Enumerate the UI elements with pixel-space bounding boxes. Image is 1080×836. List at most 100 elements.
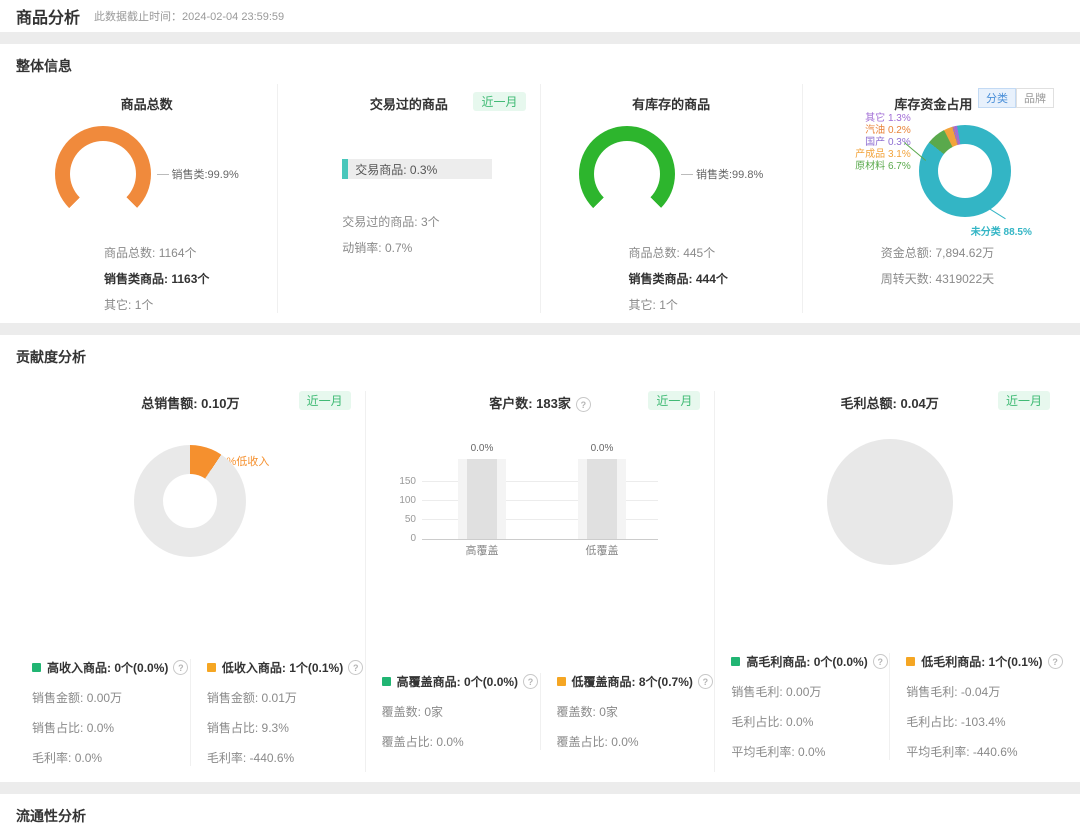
stat-column-high: 高毛利商品: 0个(0.0%) ? 销售毛利: 0.00万 毛利占比: 0.0%… xyxy=(715,653,889,760)
stat-column-header: 低收入商品: 1个(0.1%) ? xyxy=(206,659,365,676)
panel-title: 库存资金占用 xyxy=(894,97,973,112)
stat-row: 动销率: 0.7% xyxy=(342,241,413,255)
bar-value-label: 0.0% xyxy=(470,443,494,454)
bar-plot: 150 100 50 0 0.0% 高覆盖 0.0% 低覆盖 xyxy=(399,443,658,557)
traded-progress-bar: 交易商品: 0.3% xyxy=(342,159,493,179)
stat-row: 商品总数: 445个 xyxy=(628,246,716,260)
stat-row: 毛利率: 0.0% xyxy=(32,751,103,765)
panel-inventory-capital: 分类 品牌 库存资金占用 其它 1.3% 汽油 0.2% 国产 0.3% 产成品… xyxy=(801,84,1064,313)
stat-row: 其它: 1个 xyxy=(104,298,154,312)
y-tick: 0 xyxy=(410,533,416,544)
section-overall: 整体信息 商品总数 销售类:99.9% 商品总数: 1164个 销售类商品: 1… xyxy=(0,44,1080,323)
panel-title: 毛利总额: 0.04万 xyxy=(840,396,939,411)
help-icon[interactable]: ? xyxy=(872,654,888,669)
legend-square-icon xyxy=(206,663,216,672)
recent-month-badge: 近一月 xyxy=(998,391,1051,410)
donut-chart xyxy=(134,445,247,557)
donut-slice-label: 汽油 0.2% xyxy=(865,125,911,136)
stat-column-header: 高收入商品: 0个(0.0%) ? xyxy=(32,659,190,676)
recent-month-badge: 近一月 xyxy=(473,92,526,111)
panel-stocked-products: 有库存的商品 销售类:99.8% 商品总数: 445个 销售类商品: 444个 … xyxy=(539,84,802,313)
bar-fill xyxy=(467,459,497,539)
stat-row: 覆盖数: 0家 xyxy=(556,705,618,719)
stat-row: 覆盖数: 0家 xyxy=(381,705,444,719)
y-tick: 150 xyxy=(399,476,416,487)
help-icon[interactable]: ? xyxy=(697,674,713,689)
stat-row: 销售占比: 9.3% xyxy=(206,721,289,735)
donut-chart xyxy=(826,439,953,565)
help-icon[interactable]: ? xyxy=(173,660,189,675)
legend-square-icon xyxy=(556,677,566,686)
donut-slice-label: 产成品 3.1% xyxy=(855,149,911,160)
panel-title: 有库存的商品 xyxy=(632,97,711,112)
section-liquidity: 流通性分析 xyxy=(0,794,1080,836)
bar-low-coverage: 0.0% 低覆盖 xyxy=(578,443,626,557)
data-cutoff-label: 此数据截止时间： xyxy=(94,11,183,23)
stat-row: 交易过的商品: 3个 xyxy=(342,215,440,229)
stat-column-header: 高覆盖商品: 0个(0.0%) ? xyxy=(381,673,540,690)
profit-donut-chart xyxy=(715,439,1064,637)
donut-slice-labels: 其它 1.3% 汽油 0.2% 国产 0.3% 产成品 3.1% 原材料 6.7… xyxy=(805,113,911,173)
page-title: 商品分析 xyxy=(16,10,81,27)
section-contribution: 贡献度分析 总销售额: 0.10万 近一月 9.3%低收入 高收入商品: 0个(… xyxy=(0,335,1080,782)
stat-row: 毛利率: -440.6% xyxy=(206,751,295,765)
donut-slice-label: 未分类 88.5% xyxy=(970,227,1032,238)
stat-row: 平均毛利率: -440.6% xyxy=(906,745,1018,759)
stat-row: 平均毛利率: 0.0% xyxy=(731,745,826,759)
gridline xyxy=(422,500,658,501)
stat-list: 商品总数: 1164个 销售类商品: 1163个 其它: 1个 xyxy=(104,244,277,313)
tab-brand[interactable]: 品牌 xyxy=(1016,88,1054,108)
contribution-panels: 总销售额: 0.10万 近一月 9.3%低收入 高收入商品: 0个(0.0%) … xyxy=(16,391,1064,772)
panel-customers: 客户数: 183家? 近一月 150 100 50 0 0.0% 高覆盖 xyxy=(364,391,715,772)
overall-panels: 商品总数 销售类:99.9% 商品总数: 1164个 销售类商品: 1163个 … xyxy=(16,84,1064,313)
help-icon[interactable]: ? xyxy=(575,397,591,413)
section-contribution-title: 贡献度分析 xyxy=(16,349,86,365)
progress-fill xyxy=(342,159,349,179)
leader-line xyxy=(156,173,169,175)
stat-list: 资金总额: 7,894.62万 周转天数: 4319022天 xyxy=(881,244,1064,287)
panel-header: 毛利总额: 0.04万 近一月 xyxy=(715,391,1064,415)
gauge-chart-stocked: 销售类:99.8% xyxy=(541,113,802,235)
panel-title: 商品总数 xyxy=(120,97,173,112)
donut-chart xyxy=(918,125,1011,217)
recent-month-badge: 近一月 xyxy=(648,391,701,410)
stat-row: 销售占比: 0.0% xyxy=(32,721,115,735)
stat-row: 销售类商品: 1163个 xyxy=(104,272,210,286)
coverage-bar-chart: 150 100 50 0 0.0% 高覆盖 0.0% 低覆盖 xyxy=(366,443,715,657)
gauge-label: 销售类:99.8% xyxy=(681,166,763,182)
bar-fill xyxy=(587,459,617,539)
stat-row: 商品总数: 1164个 xyxy=(104,246,197,260)
donut-gauge xyxy=(579,126,675,222)
donut-slice-label: 其它 1.3% xyxy=(865,113,911,124)
stat-row: 毛利占比: 0.0% xyxy=(731,715,814,729)
panel-total-sales: 总销售额: 0.10万 近一月 9.3%低收入 高收入商品: 0个(0.0%) … xyxy=(16,391,365,772)
stat-column-low: 低覆盖商品: 8个(0.7%) ? 覆盖数: 0家 覆盖占比: 0.0% xyxy=(539,673,715,750)
panel-total-products: 商品总数 销售类:99.9% 商品总数: 1164个 销售类商品: 1163个 … xyxy=(16,84,277,313)
sales-donut-chart: 9.3%低收入 xyxy=(16,445,365,643)
leader-line xyxy=(681,173,693,175)
stat-row: 周转天数: 4319022天 xyxy=(880,272,995,286)
bar-category-label: 高覆盖 xyxy=(465,545,499,557)
panel-header: 客户数: 183家? 近一月 xyxy=(366,391,715,415)
gauge-label: 销售类:99.9% xyxy=(156,166,239,182)
stat-list: 交易过的商品: 3个 动销率: 0.7% xyxy=(342,213,539,256)
panel-header: 总销售额: 0.10万 近一月 xyxy=(16,391,365,415)
bar-value-label: 0.0% xyxy=(590,443,614,454)
stat-column-header: 高毛利商品: 0个(0.0%) ? xyxy=(731,653,889,670)
legend-square-icon xyxy=(906,657,916,666)
stat-row: 覆盖占比: 0.0% xyxy=(381,735,464,749)
stat-row: 销售金额: 0.00万 xyxy=(32,691,123,705)
help-icon[interactable]: ? xyxy=(1047,654,1063,669)
donut-slice-label: 国产 0.3% xyxy=(865,137,911,148)
help-icon[interactable]: ? xyxy=(523,674,539,689)
tab-category[interactable]: 分类 xyxy=(978,88,1016,108)
stat-column-high: 高收入商品: 0个(0.0%) ? 销售金额: 0.00万 销售占比: 0.0%… xyxy=(16,659,190,766)
donut-slice-label: 原材料 6.7% xyxy=(855,161,911,172)
stat-row: 销售毛利: 0.00万 xyxy=(731,685,822,699)
data-cutoff-time: 2024-02-04 23:59:59 xyxy=(182,11,285,23)
stat-row: 覆盖占比: 0.0% xyxy=(556,735,639,749)
help-icon[interactable]: ? xyxy=(348,660,364,675)
panel-gross-profit: 毛利总额: 0.04万 近一月 高毛利商品: 0个(0.0%) ? 销售毛利: … xyxy=(714,391,1064,772)
gridline xyxy=(422,481,658,482)
y-tick: 50 xyxy=(404,514,416,525)
